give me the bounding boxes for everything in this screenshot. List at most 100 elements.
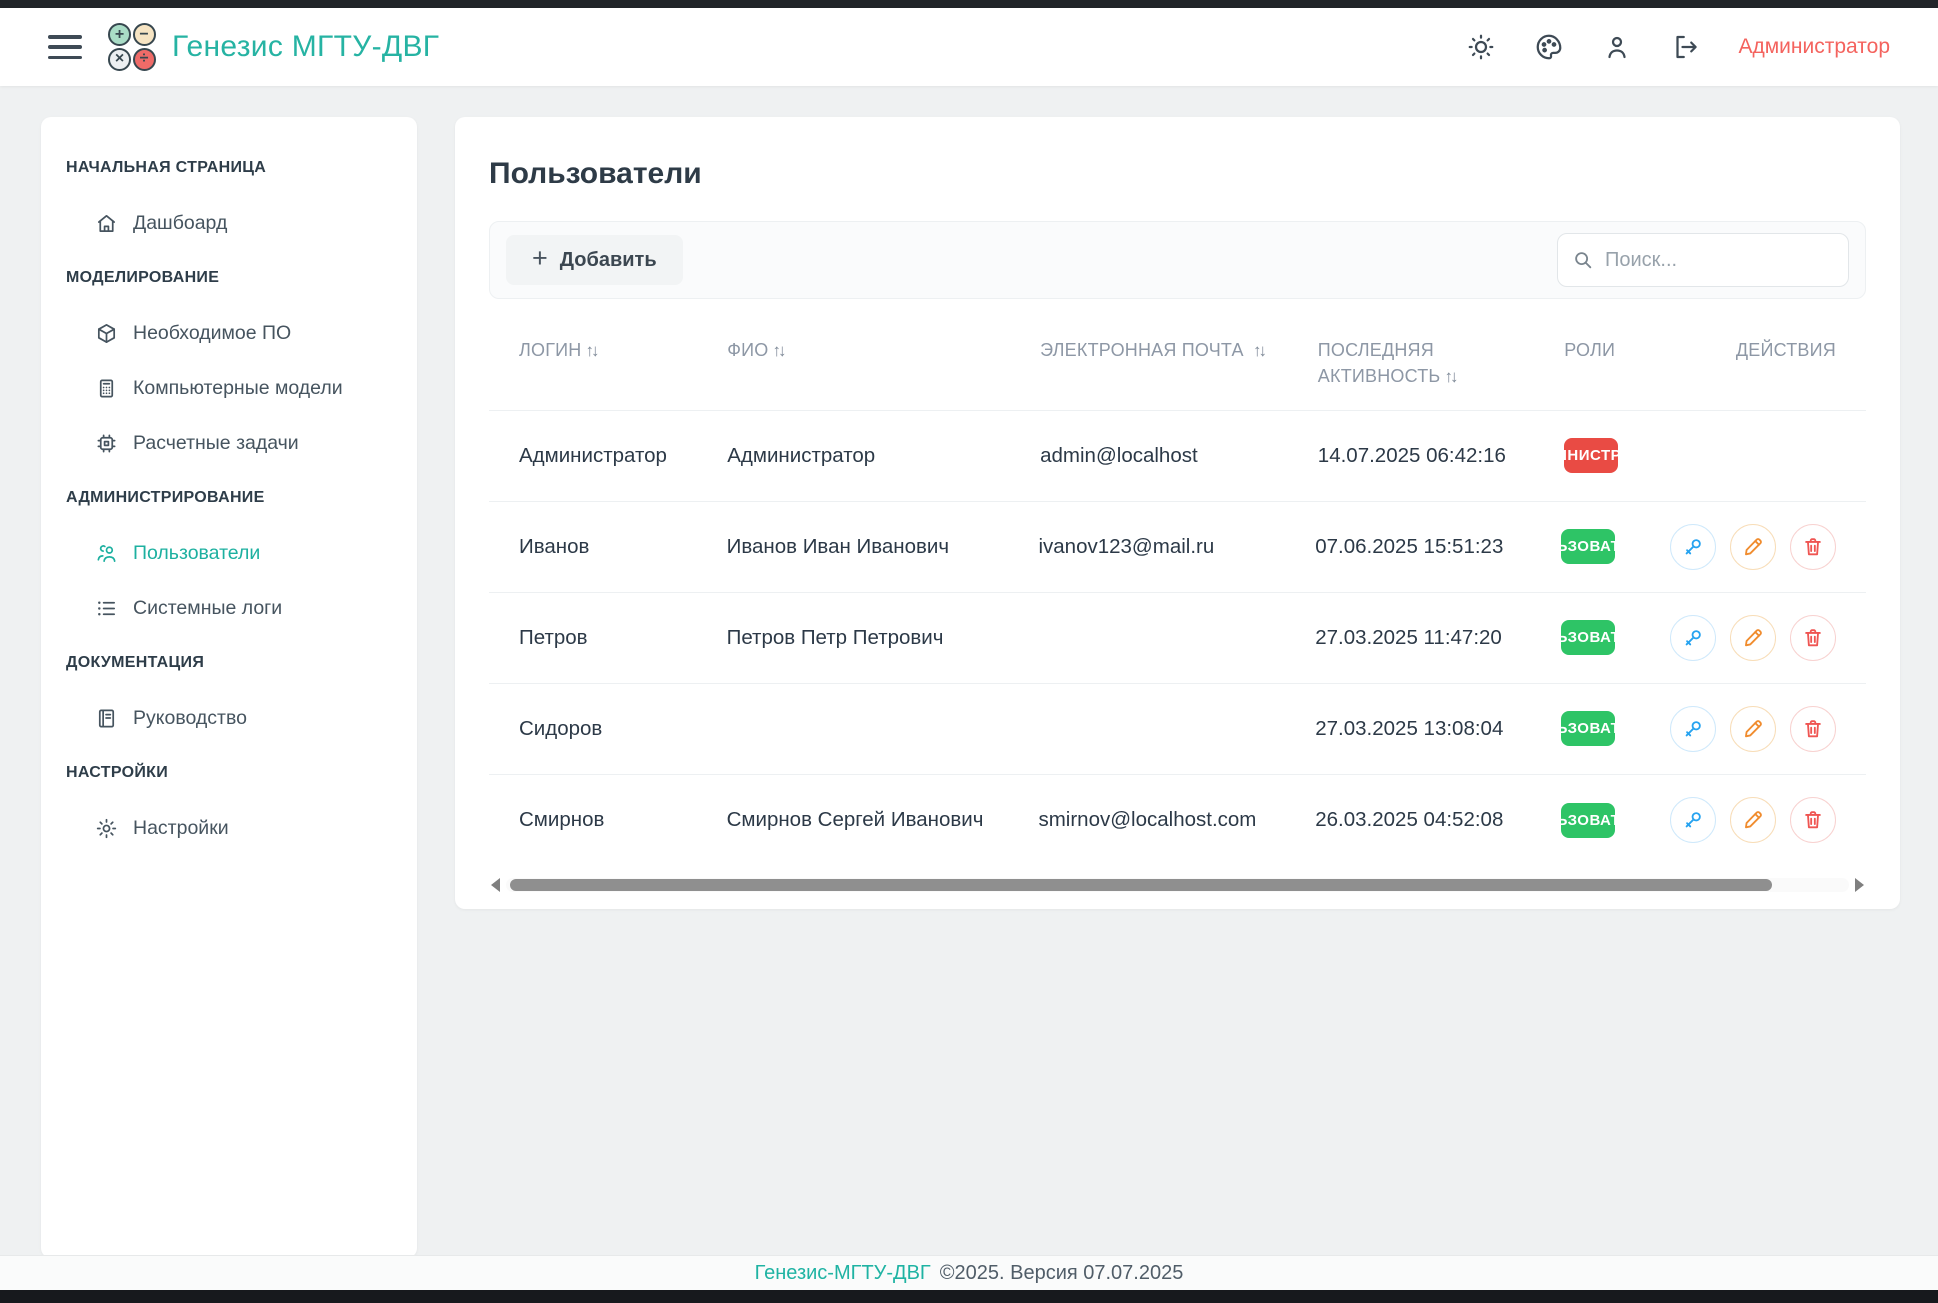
sidebar-section-modeling: МОДЕЛИРОВАНИЕ [66, 269, 220, 286]
search-input[interactable] [1605, 248, 1870, 272]
sidebar-item-computer-models[interactable]: Компьютерные модели [41, 373, 417, 403]
current-user-label[interactable]: Администратор [1738, 35, 1890, 58]
logo-times-circle: × [108, 47, 131, 71]
horizontal-scrollbar [489, 876, 1866, 894]
column-header-email[interactable]: ЭЛЕКТРОННАЯ ПОЧТА ↑↓ [1040, 340, 1267, 360]
users-table: ЛОГИН ↑↓ ФИО ↑↓ ЭЛЕКТРОННАЯ ПОЧТА ↑↓ ПОСЛЕ… [489, 321, 1866, 866]
sort-icon: ↑↓ [1444, 367, 1458, 387]
book-icon [98, 708, 115, 728]
key-icon [1685, 629, 1701, 646]
role-badge: АДМИНИСТРАТОР [1564, 438, 1619, 474]
sort-icon: ↑↓ [1252, 341, 1267, 360]
edit-user-button[interactable] [1730, 523, 1776, 570]
sidebar-item-dashboard[interactable]: Дашбоард [41, 208, 417, 238]
column-header-login[interactable]: ЛОГИН ↑↓ [519, 340, 600, 360]
sidebar-section-settings: НАСТРОЙКИ [66, 764, 169, 781]
pencil-icon [1745, 628, 1762, 646]
cell-login: Иванов [519, 534, 590, 558]
logo-divide-circle: ÷ [132, 47, 156, 71]
change-password-button[interactable] [1670, 705, 1716, 752]
column-header-fio[interactable]: ФИО ↑↓ [727, 340, 786, 360]
cell-last-activity: 27.03.2025 11:47:20 [1315, 625, 1502, 649]
trash-icon [1805, 720, 1821, 737]
key-icon [1685, 812, 1701, 828]
table-header-row: ЛОГИН ↑↓ ФИО ↑↓ ЭЛЕКТРОННАЯ ПОЧТА ↑↓ ПОСЛЕ… [489, 321, 1866, 411]
change-password-button[interactable] [1670, 797, 1716, 844]
column-header-actions: ДЕЙСТВИЯ [1735, 340, 1836, 360]
footer-brand-link[interactable]: Генезис-МГТУ-ДВГ [754, 1261, 931, 1284]
delete-user-button[interactable] [1790, 797, 1836, 844]
trash-icon [1805, 811, 1821, 829]
scrollbar-track[interactable] [506, 877, 1849, 892]
role-badge: ПОЛЬЗОВАТЕЛЬ [1560, 711, 1615, 747]
cell-login: Смирнов [519, 808, 605, 832]
cell-actions [1670, 797, 1836, 844]
search-box [1557, 233, 1870, 287]
key-icon [1685, 538, 1701, 555]
table-row: Петров Петров Петр Петрович 27.03.2025 1… [489, 593, 1866, 684]
menu-toggle-icon[interactable] [48, 35, 82, 59]
delete-user-button[interactable] [1790, 614, 1836, 661]
sidebar-item-system-logs[interactable]: Системные логи [41, 593, 417, 623]
app-footer: Генезис-МГТУ-ДВГ ©2025. Версия 07.07.202… [0, 1255, 1938, 1290]
edit-user-button[interactable] [1730, 614, 1776, 661]
cell-actions [1670, 523, 1836, 570]
role-badge: ПОЛЬЗОВАТЕЛЬ [1560, 529, 1615, 565]
cell-fio: Администратор [727, 443, 876, 467]
cell-actions [1670, 614, 1836, 661]
edit-user-button[interactable] [1730, 705, 1776, 752]
logo-plus-circle: + [108, 23, 131, 46]
sidebar-item-settings[interactable]: Настройки [41, 813, 417, 843]
app-header: + − × ÷ Генезис МГТУ-ДВГ [0, 8, 1938, 86]
pencil-icon [1745, 811, 1762, 829]
table-row: Иванов Иванов Иван Иванович ivanov123@ma… [489, 502, 1866, 593]
trash-icon [1805, 629, 1821, 646]
change-password-button[interactable] [1670, 523, 1716, 570]
package-icon [97, 323, 116, 343]
user-profile-icon[interactable] [1602, 32, 1632, 62]
cell-email: ivanov123@mail.ru [1038, 534, 1215, 558]
sidebar-item-users[interactable]: Пользователи [41, 538, 417, 568]
bottom-strip [0, 1290, 1938, 1303]
scroll-left-arrow[interactable] [491, 877, 500, 892]
change-password-button[interactable] [1670, 614, 1716, 661]
sidebar-section-home: НАЧАЛЬНАЯ СТРАНИЦА [66, 159, 267, 176]
cell-login: Администратор [519, 443, 667, 467]
column-header-last-activity[interactable]: ПОСЛЕДНЯЯ АКТИВНОСТЬ ↑↓ [1317, 340, 1459, 387]
footer-version-text: ©2025. Версия 07.07.2025 [939, 1261, 1184, 1284]
scrollbar-thumb[interactable] [510, 878, 1773, 891]
cell-fio: Смирнов Сергей Иванович [726, 808, 984, 832]
sort-icon: ↑↓ [772, 341, 786, 360]
page-title: Пользователи [489, 157, 702, 190]
add-user-button[interactable]: + Добавить [506, 235, 683, 285]
cell-login: Петров [519, 625, 588, 649]
logs-icon [98, 601, 116, 615]
table-row: Администратор Администратор admin@localh… [489, 411, 1866, 502]
app-logo: + − × ÷ [108, 23, 156, 71]
top-strip [0, 0, 1938, 8]
sidebar-section-administration: АДМИНИСТРИРОВАНИЕ [66, 489, 265, 506]
theme-sun-icon[interactable] [1466, 32, 1496, 62]
sidebar-item-software[interactable]: Необходимое ПО [41, 318, 417, 348]
trash-icon [1805, 538, 1821, 555]
role-badge: ПОЛЬЗОВАТЕЛЬ [1560, 802, 1615, 838]
search-icon [1575, 252, 1592, 269]
logout-icon[interactable] [1670, 32, 1700, 62]
cell-last-activity: 14.07.2025 06:42:16 [1317, 443, 1506, 467]
calculator-icon [99, 378, 114, 398]
palette-icon[interactable] [1534, 32, 1564, 62]
role-badge: ПОЛЬЗОВАТЕЛЬ [1560, 620, 1615, 656]
logo-minus-circle: − [132, 23, 156, 46]
cell-last-activity: 07.06.2025 15:51:23 [1315, 534, 1504, 558]
sidebar-item-compute-tasks[interactable]: Расчетные задачи [41, 428, 417, 458]
users-panel: Пользователи + Добавить ЛОГИН↑↓ ФИО↑↓ ЭЛ… [455, 117, 1900, 909]
home-icon [97, 214, 116, 232]
cell-actions [1670, 705, 1836, 752]
delete-user-button[interactable] [1790, 523, 1836, 570]
scroll-right-arrow[interactable] [1855, 877, 1864, 892]
delete-user-button[interactable] [1790, 705, 1836, 752]
gear-icon [96, 818, 117, 838]
edit-user-button[interactable] [1730, 797, 1776, 844]
pencil-icon [1745, 537, 1762, 555]
sidebar-item-manual[interactable]: Руководство [41, 703, 417, 733]
